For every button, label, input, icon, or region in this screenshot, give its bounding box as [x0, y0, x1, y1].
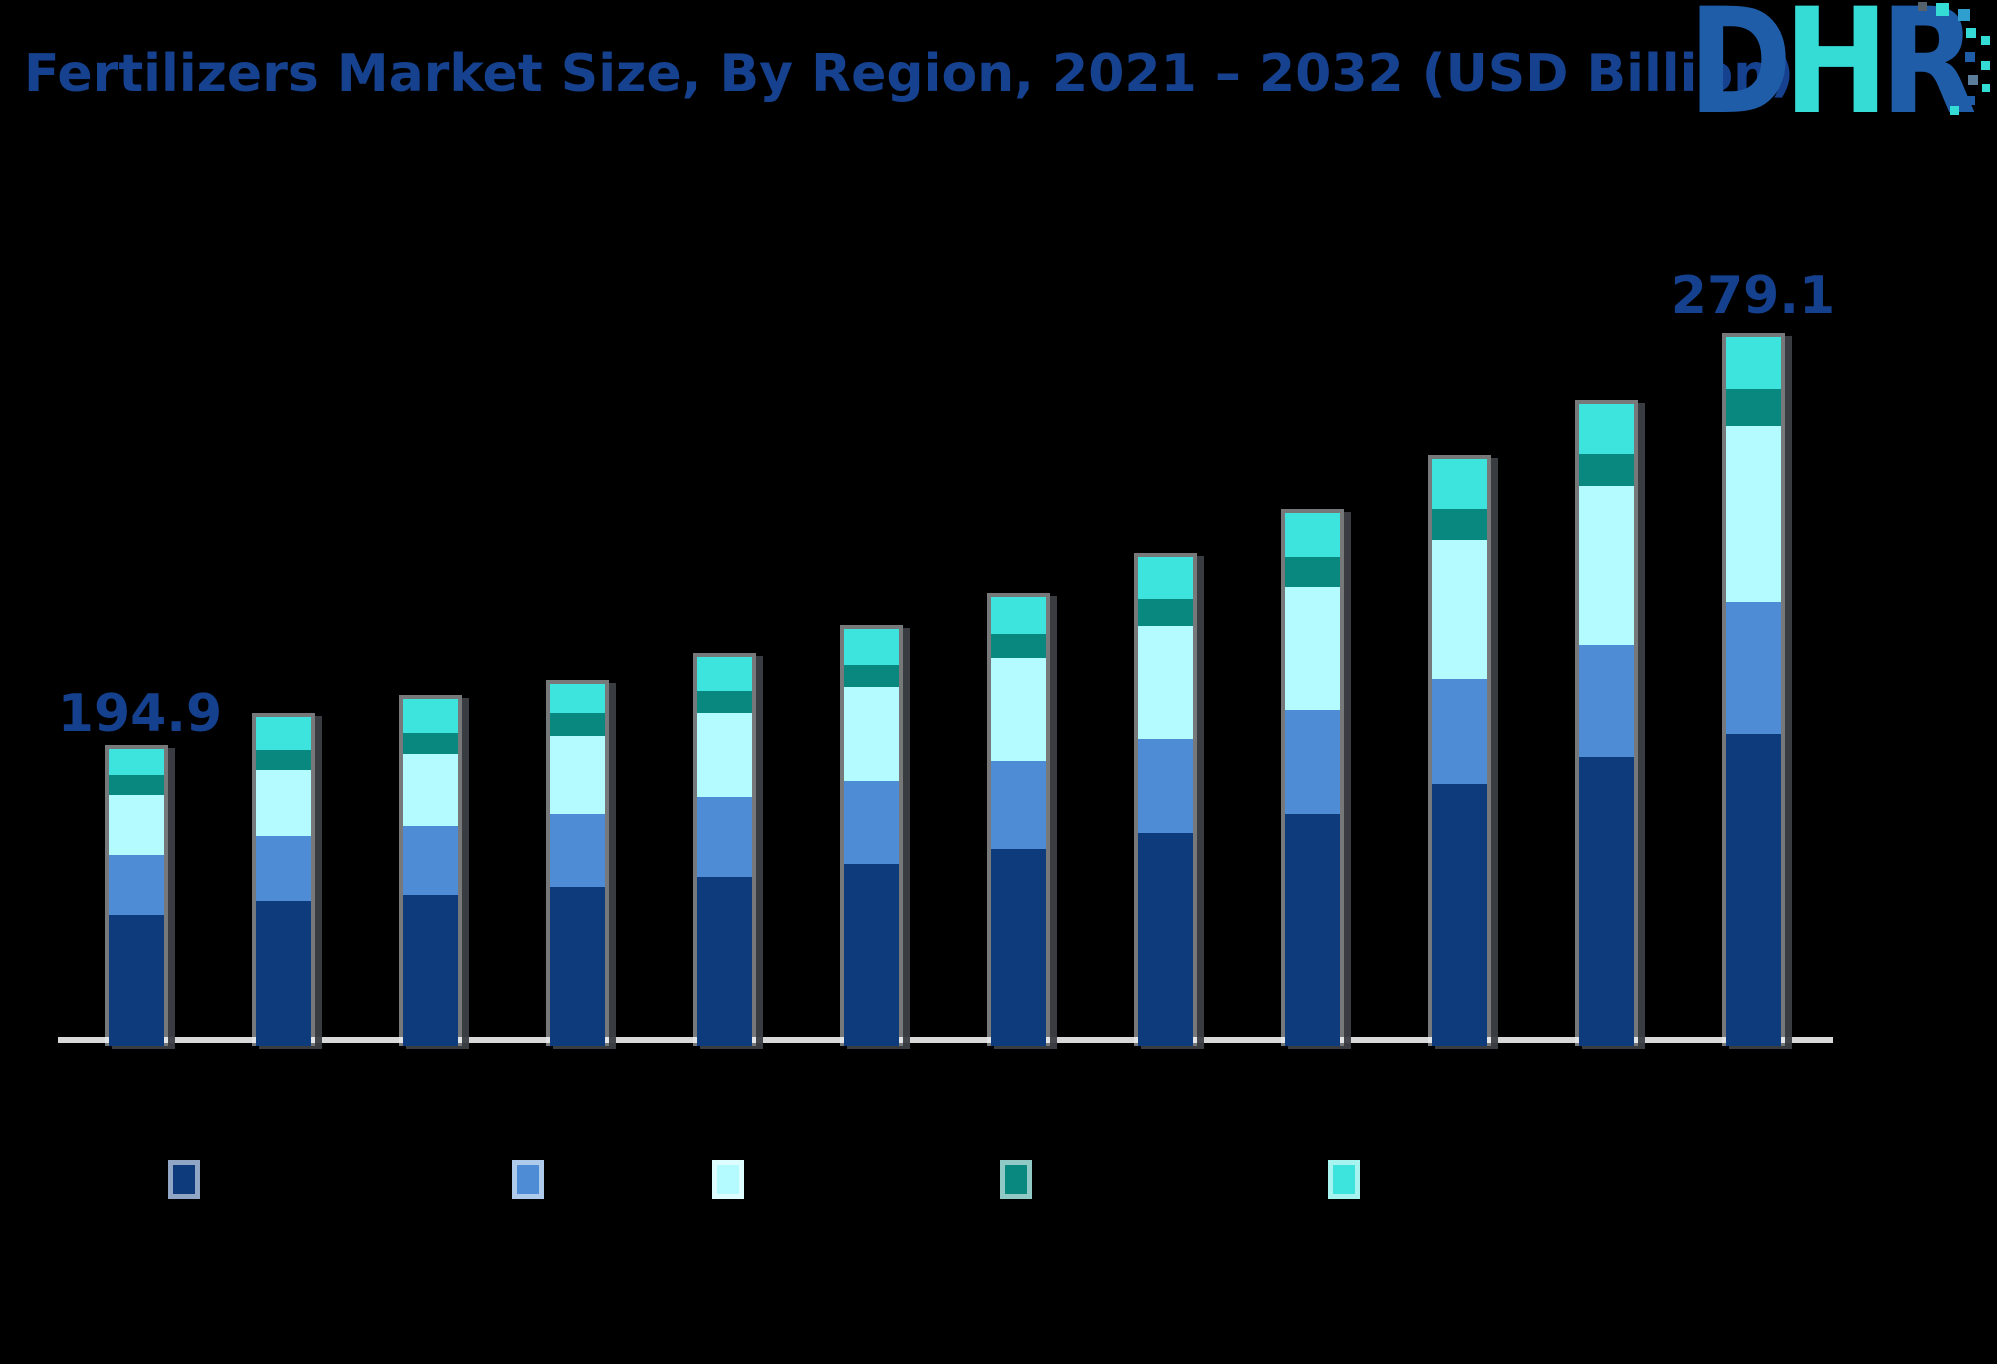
bar-2026-segment-teal: [843, 664, 899, 688]
legend-swatch-segment-teal: [1000, 1160, 1032, 1199]
bar-2023: [398, 695, 462, 1046]
logo-burst-dot: [1958, 9, 1970, 21]
bar-2027-segment-teal: [990, 633, 1046, 659]
bar-2025-segment-pale-cyan: [696, 713, 752, 797]
bar-2029-segment-teal: [1284, 556, 1340, 588]
bar-2029: [1280, 509, 1344, 1046]
logo-burst-dot: [1950, 106, 1959, 115]
bar-2030-segment-medium-blue: [1431, 679, 1487, 784]
bar-2031-segment-navy: [1578, 756, 1634, 1046]
bar-2021-segment-navy: [108, 914, 164, 1046]
bar-2021-segment-teal: [108, 774, 164, 796]
bar-2030-segment-pale-cyan: [1431, 540, 1487, 680]
bar-2030-segment-navy: [1431, 783, 1487, 1046]
bar-2024-segment-medium-blue: [549, 813, 605, 887]
bar-2022-segment-teal: [255, 749, 311, 771]
bar-2028-segment-medium-blue: [1137, 738, 1193, 833]
legend-swatch-segment-turquoise: [1328, 1160, 1360, 1199]
logo-burst-dot: [1918, 2, 1927, 11]
value-label-2032: 279.1: [1670, 266, 1836, 326]
bar-2025-segment-medium-blue: [696, 796, 752, 877]
bar-2021-segment-medium-blue: [108, 854, 164, 915]
bar-2028-segment-teal: [1137, 598, 1193, 627]
bar-2022-segment-turquoise: [255, 717, 311, 750]
logo-letter-r: R: [1880, 0, 1977, 147]
legend-swatch-segment-pale-cyan: [712, 1160, 744, 1199]
bar-2022-segment-pale-cyan: [255, 770, 311, 836]
bar-2024-segment-turquoise: [549, 684, 605, 713]
bar-2032-segment-pale-cyan: [1725, 426, 1781, 603]
bar-2029-segment-pale-cyan: [1284, 587, 1340, 710]
bar-2032: [1721, 333, 1785, 1046]
bar-2025-segment-turquoise: [696, 657, 752, 691]
value-label-2021: 194.9: [57, 684, 223, 744]
bar-2031-segment-pale-cyan: [1578, 486, 1634, 645]
bar-2028-segment-turquoise: [1137, 557, 1193, 599]
bar-2024-segment-teal: [549, 712, 605, 737]
bar-2030-segment-turquoise: [1431, 459, 1487, 509]
bar-2032-segment-navy: [1725, 733, 1781, 1046]
bar-2026-segment-pale-cyan: [843, 687, 899, 781]
bar-2030: [1427, 455, 1491, 1046]
legend-swatch-segment-navy: [168, 1160, 200, 1199]
bar-2023-segment-pale-cyan: [402, 754, 458, 826]
bar-2022: [251, 713, 315, 1046]
bar-2024: [545, 680, 609, 1046]
bar-2031: [1574, 400, 1638, 1046]
x-axis-line: [58, 1037, 1833, 1043]
dhr-logo: DHR: [1688, 0, 1977, 135]
bar-2027-segment-medium-blue: [990, 760, 1046, 849]
bar-2026-segment-navy: [843, 863, 899, 1046]
bar-2021: [104, 745, 168, 1046]
bar-2021-segment-turquoise: [108, 749, 164, 775]
bar-2029-segment-medium-blue: [1284, 709, 1340, 814]
chart-title: Fertilizers Market Size, By Region, 2021…: [24, 44, 1794, 104]
logo-letter-h: H: [1783, 0, 1889, 147]
bar-2027-segment-turquoise: [990, 597, 1046, 634]
bar-2029-segment-turquoise: [1284, 513, 1340, 557]
logo-burst-dot: [1981, 61, 1990, 70]
logo-burst-dot: [1965, 52, 1975, 62]
logo-burst-dot: [1944, 20, 1955, 31]
bar-2032-segment-turquoise: [1725, 337, 1781, 389]
bar-2031-segment-teal: [1578, 453, 1634, 487]
logo-burst-dot: [1936, 3, 1949, 16]
bar-2027-segment-navy: [990, 848, 1046, 1047]
bar-2022-segment-navy: [255, 900, 311, 1046]
bar-2026-segment-medium-blue: [843, 780, 899, 864]
bar-2031-segment-medium-blue: [1578, 644, 1634, 757]
bar-2024-segment-navy: [549, 886, 605, 1046]
logo-burst-dot: [1981, 36, 1990, 45]
bar-2027-segment-pale-cyan: [990, 658, 1046, 761]
bar-2028: [1133, 553, 1197, 1046]
bar-2032-segment-medium-blue: [1725, 602, 1781, 734]
bar-2028-segment-pale-cyan: [1137, 626, 1193, 739]
logo-burst-dot: [1966, 28, 1976, 38]
bar-2023-segment-turquoise: [402, 699, 458, 733]
logo-burst-dot: [1982, 84, 1990, 92]
bar-2027: [986, 593, 1050, 1047]
logo-letter-d: D: [1688, 0, 1792, 147]
bar-2022-segment-medium-blue: [255, 835, 311, 901]
legend-swatch-segment-medium-blue: [512, 1160, 544, 1199]
bar-2029-segment-navy: [1284, 813, 1340, 1046]
bar-2023-segment-medium-blue: [402, 825, 458, 895]
bar-2031-segment-turquoise: [1578, 404, 1634, 454]
bar-2024-segment-pale-cyan: [549, 736, 605, 814]
bar-2023-segment-teal: [402, 732, 458, 755]
bar-2026: [839, 625, 903, 1046]
bar-2028-segment-navy: [1137, 832, 1193, 1046]
bar-2021-segment-pale-cyan: [108, 795, 164, 855]
logo-burst-dot: [1966, 96, 1975, 105]
bar-2032-segment-teal: [1725, 388, 1781, 427]
bar-2026-segment-turquoise: [843, 629, 899, 665]
bar-2025-segment-navy: [696, 876, 752, 1046]
bar-2025: [692, 653, 756, 1046]
bar-2025-segment-teal: [696, 690, 752, 714]
bar-2030-segment-teal: [1431, 508, 1487, 541]
logo-burst-dot: [1968, 75, 1978, 85]
bar-2023-segment-navy: [402, 894, 458, 1046]
